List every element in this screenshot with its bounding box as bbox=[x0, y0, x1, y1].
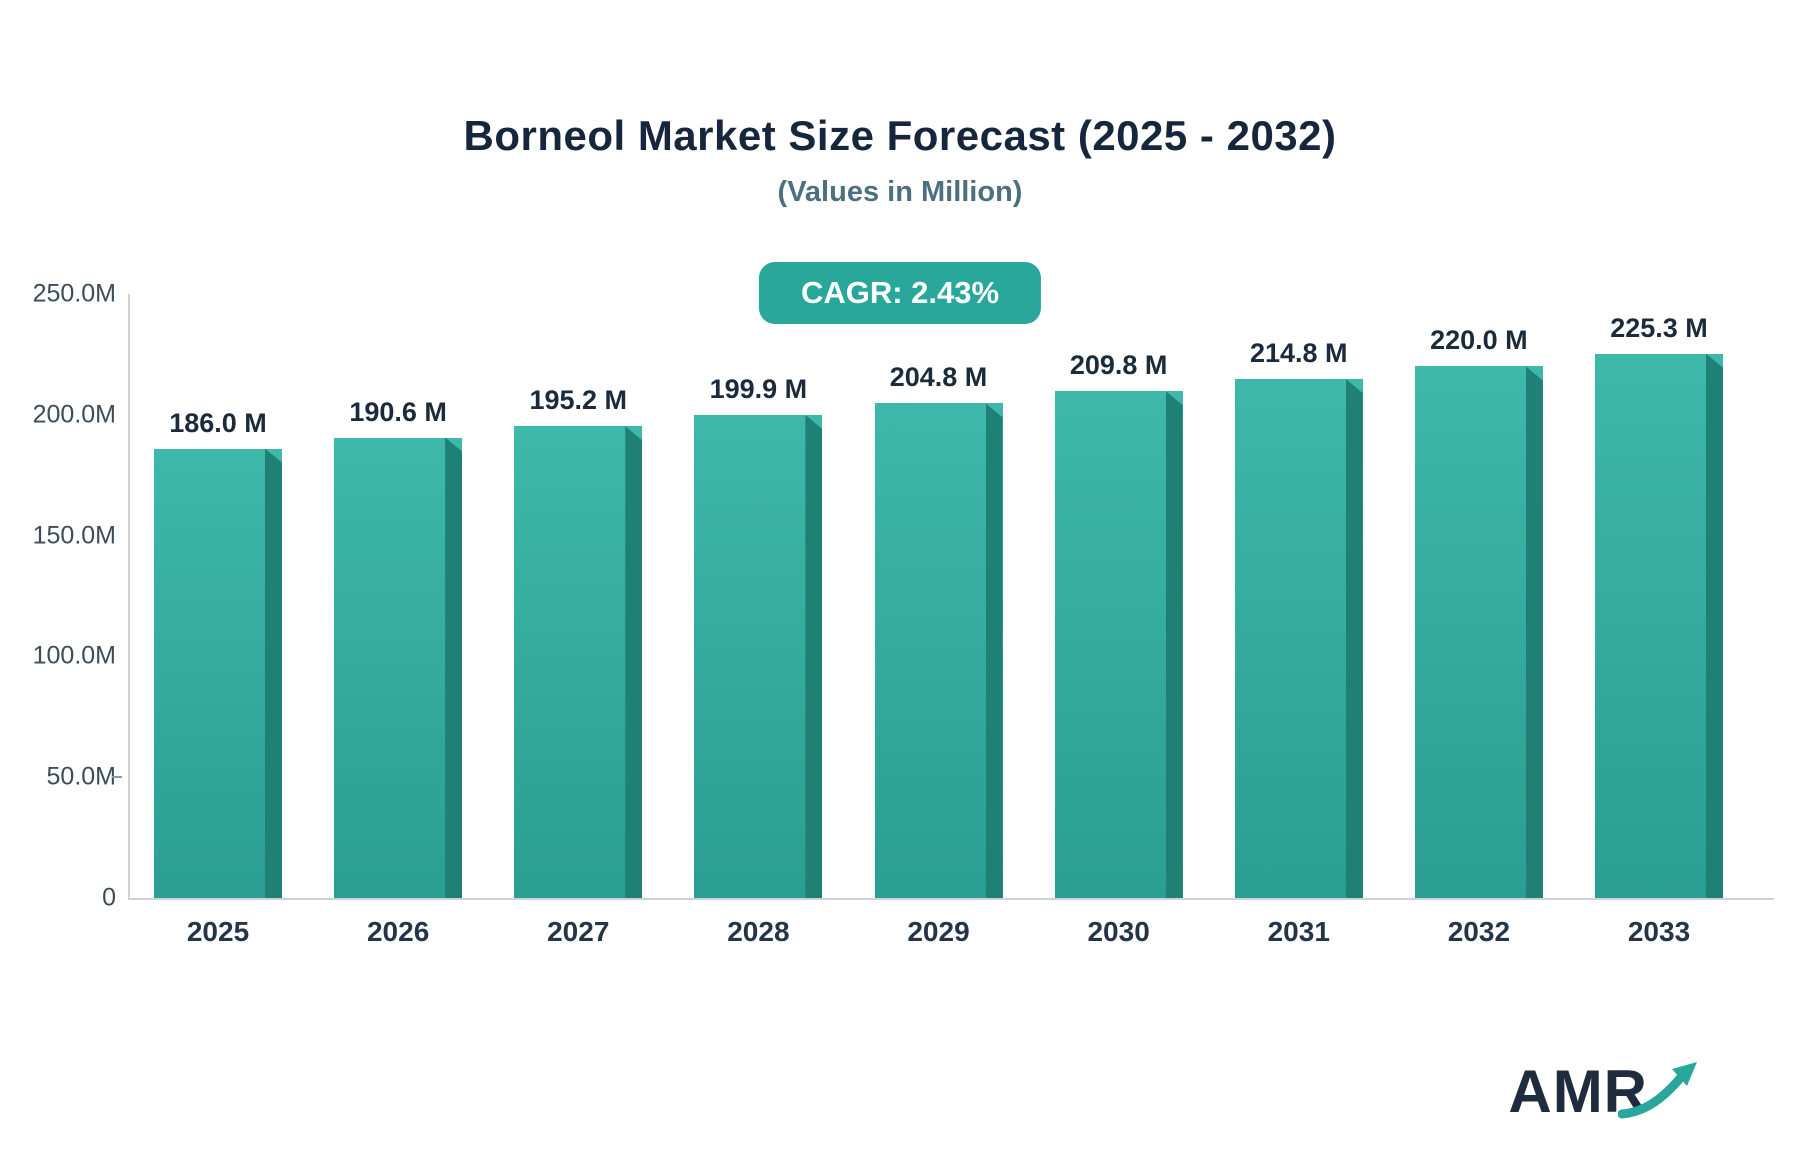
bar-group: 195.2 M 2027 bbox=[514, 294, 643, 947]
bar bbox=[1054, 391, 1183, 898]
cagr-badge: CAGR: 2.43% bbox=[758, 262, 1042, 324]
bar bbox=[334, 437, 463, 898]
chart-title: Borneol Market Size Forecast (2025 - 203… bbox=[463, 112, 1337, 159]
bar bbox=[694, 415, 823, 898]
bar-group: 199.9 M 2028 bbox=[694, 294, 823, 947]
bar-group: 225.3 M 2033 bbox=[1595, 294, 1723, 947]
bar-side-face bbox=[625, 426, 643, 898]
bar-value-label: 190.6 M bbox=[349, 396, 447, 427]
x-axis-label: 2027 bbox=[547, 916, 610, 947]
amr-logo-arrow-icon bbox=[1618, 1062, 1697, 1119]
y-axis-tick-label: 150.0M bbox=[32, 521, 116, 550]
bar-group: 209.8 M 2030 bbox=[1054, 294, 1183, 947]
chart-header: Borneol Market Size Forecast (2025 - 203… bbox=[0, 112, 1800, 209]
bar-side-face bbox=[805, 415, 823, 898]
y-axis-tick-label: 250.0M bbox=[32, 279, 116, 308]
y-axis-tick-label: 100.0M bbox=[32, 641, 116, 670]
bar-side-face bbox=[1706, 353, 1723, 898]
bar-group: 220.0 M 2032 bbox=[1414, 294, 1543, 947]
bar-side-face bbox=[1345, 379, 1363, 898]
bar bbox=[1595, 353, 1723, 898]
x-axis-label: 2028 bbox=[727, 916, 790, 947]
bar-group: 186.0 M 2025 bbox=[154, 294, 282, 947]
bar bbox=[154, 448, 282, 898]
x-axis-label: 2030 bbox=[1087, 916, 1150, 947]
bar bbox=[874, 403, 1003, 898]
y-axis-tick-mark bbox=[112, 776, 122, 779]
plot-area: 186.0 M 2025 190.6 M 2026 195.2 M 2027 199.9 M… bbox=[33, 280, 1774, 947]
bar-group: 204.8 M 2029 bbox=[874, 294, 1003, 947]
bar-value-label: 220.0 M bbox=[1430, 325, 1528, 356]
bar bbox=[514, 426, 643, 898]
x-axis-label: 2029 bbox=[907, 916, 970, 947]
bar-value-label: 204.8 M bbox=[889, 362, 988, 393]
y-axis-tick-label: 50.0M bbox=[46, 762, 116, 791]
x-axis-label: 2025 bbox=[186, 916, 250, 947]
bar-side-face bbox=[445, 437, 463, 898]
x-axis-label: 2031 bbox=[1267, 916, 1330, 947]
bar-value-label: 199.9 M bbox=[709, 374, 808, 405]
bar-group: 190.6 M 2026 bbox=[334, 294, 463, 947]
y-axis-tick-label: 0 bbox=[102, 883, 116, 912]
bar-value-label: 186.0 M bbox=[169, 407, 267, 438]
bar-group: 214.8 M 2031 bbox=[1234, 294, 1363, 947]
bar-value-label: 209.8 M bbox=[1069, 350, 1168, 381]
bar-value-label: 195.2 M bbox=[529, 385, 628, 416]
bars-container: 186.0 M 2025 190.6 M 2026 195.2 M 2027 199.9 M… bbox=[130, 294, 1774, 947]
bar-side-face bbox=[1165, 391, 1183, 898]
bar-side-face bbox=[985, 403, 1003, 898]
x-axis-label: 2033 bbox=[1627, 916, 1691, 947]
bar-side-face bbox=[265, 448, 282, 898]
bar bbox=[1234, 379, 1363, 898]
x-axis-label: 2026 bbox=[366, 916, 430, 947]
bar-side-face bbox=[1525, 366, 1543, 898]
bar-value-label: 225.3 M bbox=[1610, 312, 1708, 343]
bar bbox=[1414, 366, 1543, 898]
amr-logo: AMR bbox=[1508, 1060, 1730, 1122]
y-axis-tick-label: 200.0M bbox=[32, 400, 116, 429]
bar-value-label: 214.8 M bbox=[1249, 338, 1348, 369]
x-axis-label: 2032 bbox=[1447, 916, 1511, 947]
chart-subtitle: (Values in Million) bbox=[777, 176, 1023, 208]
